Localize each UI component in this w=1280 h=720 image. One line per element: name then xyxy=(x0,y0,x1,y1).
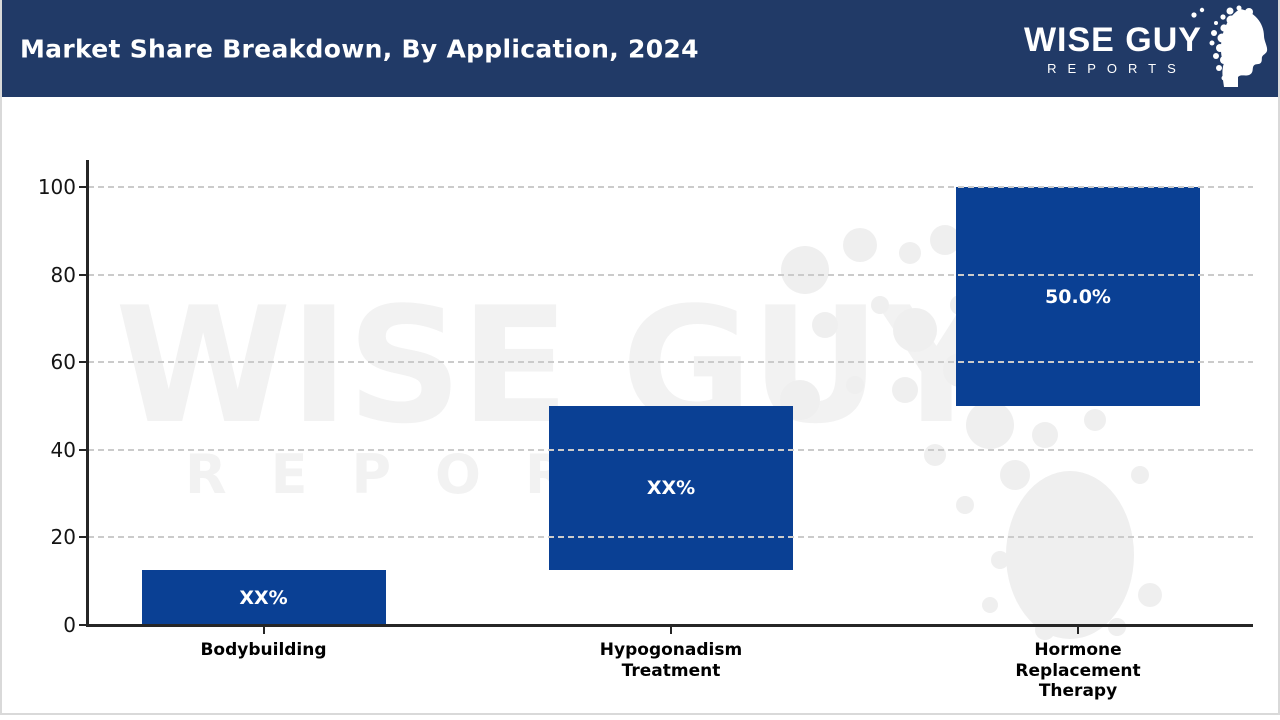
gridline-60 xyxy=(88,361,1253,364)
brand-subname: REPORTS xyxy=(1047,61,1187,76)
bar-value-label: XX% xyxy=(646,477,696,500)
y-tick-label-80: 80 xyxy=(50,262,76,287)
gridline-80 xyxy=(88,273,1253,276)
bar-value-label: XX% xyxy=(239,586,288,609)
header-bar: Market Share Breakdown, By Application, … xyxy=(0,0,1280,97)
y-tick-label-60: 60 xyxy=(50,350,76,375)
y-tick-label-0: 0 xyxy=(63,613,76,637)
y-axis-spine xyxy=(86,160,89,627)
bar-segment xyxy=(956,187,1200,406)
y-tick-100 xyxy=(79,186,87,188)
category-label: Bodybuilding xyxy=(104,640,424,661)
y-tick-label-100: 100 xyxy=(37,175,76,199)
y-tick-80 xyxy=(79,273,87,276)
category-label-line: Treatment xyxy=(621,660,721,681)
category-label-line: Therapy xyxy=(1038,681,1118,701)
brand-logo-text: WISE GUY REPORTS xyxy=(1024,22,1202,76)
y-tick-label-40: 40 xyxy=(50,437,76,462)
x-axis-spine xyxy=(86,624,1253,627)
brand-name: WISE GUY xyxy=(1023,21,1202,59)
category-label-line: Hormone xyxy=(1034,640,1122,660)
y-tick-20 xyxy=(79,536,87,539)
category-label-line: Hypogonadism xyxy=(599,640,743,660)
category-label: Hormone Replacement Therapy xyxy=(918,640,1238,702)
gridline-20 xyxy=(88,536,1253,539)
y-tick-label-20: 20 xyxy=(50,525,76,550)
y-tick-60 xyxy=(79,361,87,364)
dotted-head-icon xyxy=(1186,3,1270,95)
category-label-line: Bodybuilding xyxy=(200,640,327,660)
bar-value-label: 50.0% xyxy=(1045,285,1111,308)
x-tick xyxy=(670,627,672,634)
page-title: Market Share Breakdown, By Application, … xyxy=(20,34,699,63)
bar-segment xyxy=(141,570,386,626)
gridline-100 xyxy=(88,186,1253,188)
x-tick xyxy=(1077,627,1079,634)
category-label: Hypogonadism Treatment xyxy=(511,640,831,681)
gridline-40 xyxy=(88,448,1253,451)
y-tick-40 xyxy=(79,448,87,451)
x-tick xyxy=(262,627,265,634)
category-label-line: Replacement xyxy=(1015,660,1141,681)
bar-segment xyxy=(549,406,793,571)
y-tick-0 xyxy=(79,624,87,626)
brand-logo: WISE GUY REPORTS xyxy=(1024,4,1270,94)
